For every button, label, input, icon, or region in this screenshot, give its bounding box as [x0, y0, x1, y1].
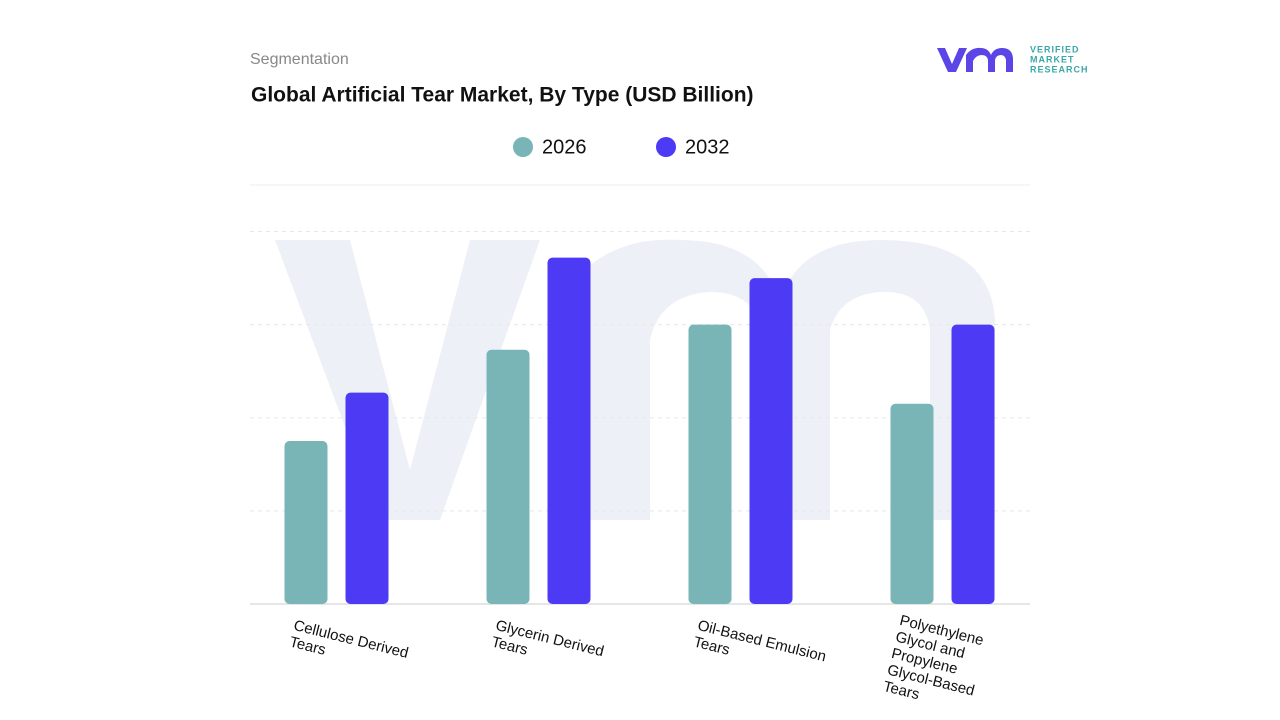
- bar: [688, 324, 732, 604]
- legend-label: 2032: [685, 136, 730, 158]
- logo-text: VERIFIED: [1030, 44, 1080, 54]
- legend-swatch: [656, 137, 676, 157]
- bar: [890, 403, 934, 604]
- legend-label: 2026: [542, 136, 587, 158]
- bar: [345, 392, 389, 604]
- chart-title: Global Artificial Tear Market, By Type (…: [251, 84, 754, 107]
- bar: [951, 324, 995, 604]
- bar: [749, 278, 793, 604]
- section-label: Segmentation: [250, 51, 349, 68]
- bar: [486, 349, 530, 604]
- legend-swatch: [513, 137, 533, 157]
- logo: VERIFIED MARKET RESEARCH: [937, 44, 1089, 74]
- bar: [284, 441, 328, 604]
- bar: [547, 257, 591, 604]
- logo-text: RESEARCH: [1030, 64, 1089, 74]
- logo-text: MARKET: [1030, 54, 1075, 64]
